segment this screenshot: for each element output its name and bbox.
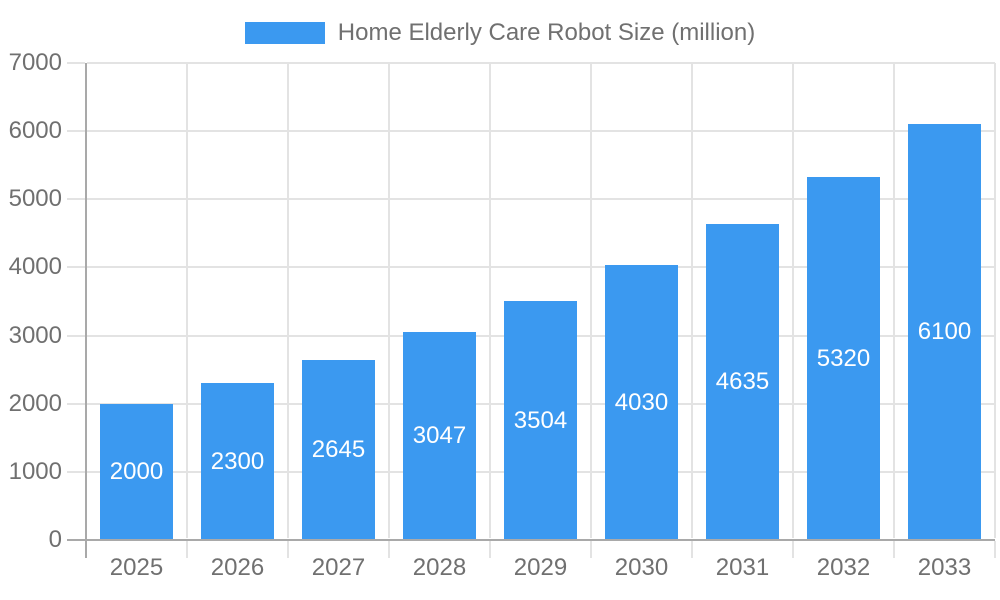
v-gridline <box>893 63 895 538</box>
y-axis-label: 3000 <box>8 321 62 349</box>
x-axis-label: 2033 <box>917 554 972 581</box>
x-axis-label: 2027 <box>311 554 366 581</box>
bar[interactable]: 2645 <box>302 359 375 540</box>
y-tick <box>67 470 85 473</box>
bar-value-label: 2645 <box>311 435 366 463</box>
legend-swatch-icon <box>244 22 325 44</box>
bar-value-label: 4635 <box>715 368 770 396</box>
v-gridline <box>489 63 491 538</box>
bar-value-label: 3047 <box>412 422 467 450</box>
y-axis-label: 6000 <box>8 117 62 145</box>
v-gridline <box>388 63 390 538</box>
x-tick <box>792 541 794 558</box>
h-gridline <box>87 62 995 64</box>
y-tick <box>67 130 85 133</box>
v-gridline <box>792 63 794 538</box>
bar-value-label: 2300 <box>210 447 265 475</box>
bar-value-label: 3504 <box>513 406 568 434</box>
x-tick <box>893 541 895 558</box>
v-gridline <box>590 63 592 538</box>
h-gridline <box>87 266 995 269</box>
v-gridline <box>287 63 289 538</box>
y-axis-label: 2000 <box>8 389 62 417</box>
y-axis-label: 5000 <box>8 185 62 213</box>
y-tick <box>67 402 85 405</box>
x-axis-label: 2030 <box>614 554 669 581</box>
x-axis-label: 2032 <box>816 554 871 581</box>
y-axis-label: 1000 <box>8 457 62 485</box>
x-tick <box>691 541 693 558</box>
bar[interactable]: 3047 <box>403 332 476 540</box>
y-axis-label: 4000 <box>8 253 62 281</box>
y-tick <box>67 334 85 337</box>
bar[interactable]: 2000 <box>100 403 173 540</box>
bar-value-label: 5320 <box>816 344 871 372</box>
bar[interactable]: 5320 <box>807 177 880 540</box>
h-gridline <box>87 198 995 201</box>
y-axis-label: 0 <box>48 526 62 553</box>
x-tick <box>186 541 188 558</box>
x-axis-label: 2026 <box>210 554 265 581</box>
bar[interactable]: 2300 <box>201 383 274 540</box>
y-axis-label: 7000 <box>8 49 62 76</box>
x-tick <box>388 541 390 558</box>
bar-value-label: 4030 <box>614 388 669 416</box>
bar-value-label: 6100 <box>917 318 972 346</box>
x-tick <box>590 541 592 558</box>
legend-label: Home Elderly Care Robot Size (million) <box>337 19 756 46</box>
legend[interactable]: Home Elderly Care Robot Size (million) <box>0 19 1000 47</box>
x-axis-label: 2025 <box>109 554 164 581</box>
x-tick <box>994 541 996 558</box>
x-axis-label: 2029 <box>513 554 568 581</box>
v-gridline <box>186 63 188 538</box>
plot-area: 2000 2300 2645 3047 3504 4030 4635 5320 6100 <box>86 63 995 540</box>
bar-value-label: 2000 <box>109 457 164 485</box>
bar[interactable]: 6100 <box>908 124 981 540</box>
v-gridline <box>994 63 996 538</box>
v-gridline <box>691 63 693 538</box>
bar[interactable]: 4030 <box>605 265 678 540</box>
y-axis-line <box>85 63 87 558</box>
y-tick <box>67 198 85 201</box>
x-tick <box>287 541 289 558</box>
x-axis-line <box>85 539 995 541</box>
bar[interactable]: 4635 <box>706 224 779 540</box>
bar[interactable]: 3504 <box>504 301 577 540</box>
x-axis-label: 2028 <box>412 554 467 581</box>
y-tick <box>67 539 85 541</box>
y-tick <box>67 266 85 269</box>
x-tick <box>489 541 491 558</box>
h-gridline <box>87 130 995 133</box>
y-tick <box>67 62 85 64</box>
x-axis-label: 2031 <box>715 554 770 581</box>
